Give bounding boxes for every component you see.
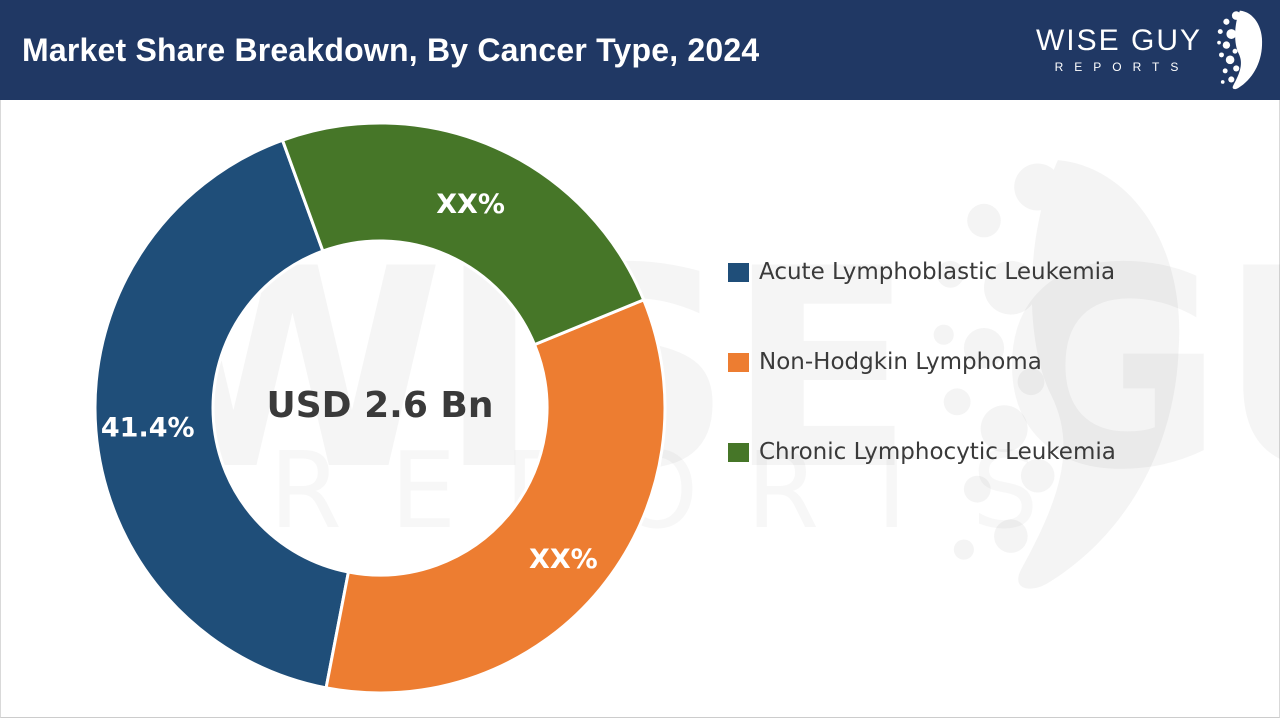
legend-swatch-green <box>728 442 749 462</box>
legend-swatch-orange <box>728 352 749 372</box>
chart-legend: Acute Lymphoblastic Leukemia Non-Hodgkin… <box>728 253 1116 523</box>
legend-label: Chronic Lymphocytic Leukemia <box>759 439 1116 465</box>
wise-guy-reports-logo: WISE GUY REPORTS <box>1036 0 1266 100</box>
donut-slice-1 <box>324 298 667 695</box>
slice-percentage-label: 41.4% <box>101 412 195 443</box>
watermark-wordmark: WISE GUY <box>141 210 1280 530</box>
legend-label: Non-Hodgkin Lymphoma <box>759 349 1042 375</box>
legend-item: Acute Lymphoblastic Leukemia <box>728 253 1116 291</box>
legend-item: Chronic Lymphocytic Leukemia <box>728 433 1116 471</box>
page-header: Market Share Breakdown, By Cancer Type, … <box>0 0 1280 100</box>
donut-slice-0 <box>93 138 350 690</box>
watermark-face-icon <box>933 160 1180 589</box>
page-title: Market Share Breakdown, By Cancer Type, … <box>22 31 760 68</box>
face-profile-icon <box>1217 10 1263 90</box>
logo-wordmark: WISE GUY <box>1035 24 1202 57</box>
legend-swatch-blue <box>728 262 749 282</box>
legend-label: Acute Lymphoblastic Leukemia <box>759 259 1116 285</box>
legend-item: Non-Hodgkin Lymphoma <box>728 343 1116 381</box>
slice-percentage-label: XX% <box>529 544 598 575</box>
logo-subtitle: REPORTS <box>1054 60 1190 74</box>
slice-percentage-label: XX% <box>436 189 505 220</box>
donut-slice-2 <box>281 121 646 347</box>
chart-center-value: USD 2.6 Bn <box>266 385 494 426</box>
